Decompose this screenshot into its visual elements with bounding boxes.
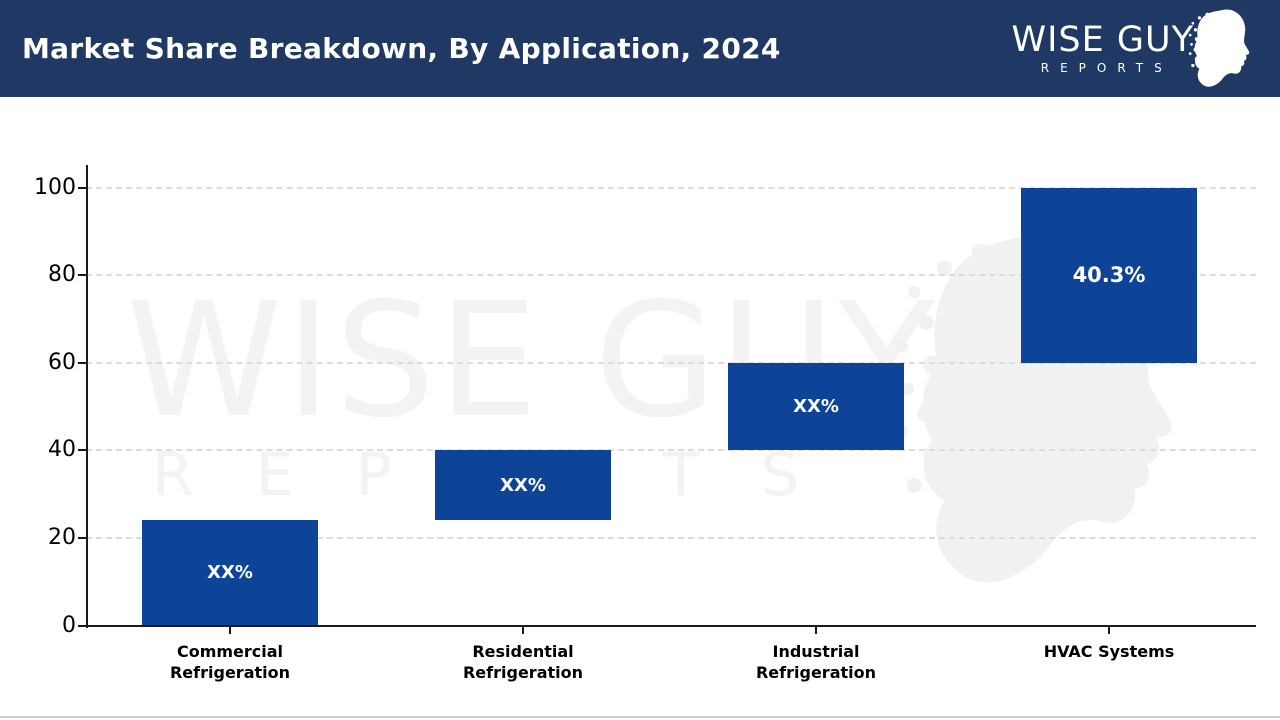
x-axis-line xyxy=(86,624,1256,627)
gridline xyxy=(86,536,1256,539)
gridline xyxy=(86,449,1256,452)
category-label: Industrial Refrigeration xyxy=(686,641,946,683)
y-tick-label: 60 xyxy=(48,349,76,375)
category-label-line: Refrigeration xyxy=(755,663,876,682)
category-label-line: HVAC Systems xyxy=(1043,642,1175,661)
x-tick xyxy=(815,627,817,634)
wise-guy-logo: WISE GUY REPORTS xyxy=(1011,6,1258,92)
y-tick-label: 0 xyxy=(62,612,76,638)
category-label: Residential Refrigeration xyxy=(393,641,653,683)
y-axis-line xyxy=(86,165,88,628)
gridline xyxy=(86,274,1256,277)
category-label-line: Residential xyxy=(472,642,574,661)
logo-text: WISE GUY REPORTS xyxy=(1011,20,1194,76)
logo-subtext: REPORTS xyxy=(1040,61,1173,75)
y-tick-label: 80 xyxy=(48,262,76,288)
y-tick-label: 100 xyxy=(34,174,76,200)
category-label: HVAC Systems xyxy=(979,641,1239,662)
logo-wordmark: WISE GUY xyxy=(1011,20,1194,60)
y-tick xyxy=(78,274,86,277)
bar-segment: XX% xyxy=(435,450,611,521)
category-label-line: Refrigeration xyxy=(169,663,290,682)
gridline xyxy=(86,186,1256,189)
y-tick xyxy=(78,186,86,189)
x-tick xyxy=(522,627,524,634)
y-tick xyxy=(78,449,86,452)
bar-value-label: XX% xyxy=(500,474,546,496)
header-bar: Market Share Breakdown, By Application, … xyxy=(0,0,1280,97)
category-label-line: Industrial xyxy=(772,642,860,661)
x-tick xyxy=(229,627,231,634)
category-label: Commercial Refrigeration xyxy=(100,641,360,683)
bar-segment: 40.3% xyxy=(1021,187,1197,363)
bar-value-label: 40.3% xyxy=(1072,263,1146,288)
y-tick xyxy=(78,536,86,539)
y-tick xyxy=(78,624,86,627)
category-label-line: Refrigeration xyxy=(462,663,583,682)
bar-value-label: XX% xyxy=(793,395,839,417)
x-tick xyxy=(1108,627,1110,634)
page-title: Market Share Breakdown, By Application, … xyxy=(22,32,781,65)
bottom-border xyxy=(0,716,1280,718)
y-tick xyxy=(78,361,86,364)
bar-segment: XX% xyxy=(142,520,318,626)
bar-segment: XX% xyxy=(728,362,904,451)
y-tick-label: 40 xyxy=(48,437,76,463)
bar-value-label: XX% xyxy=(207,562,253,584)
category-label-line: Commercial xyxy=(176,642,284,661)
y-tick-label: 20 xyxy=(48,524,76,550)
gridline xyxy=(86,361,1256,364)
